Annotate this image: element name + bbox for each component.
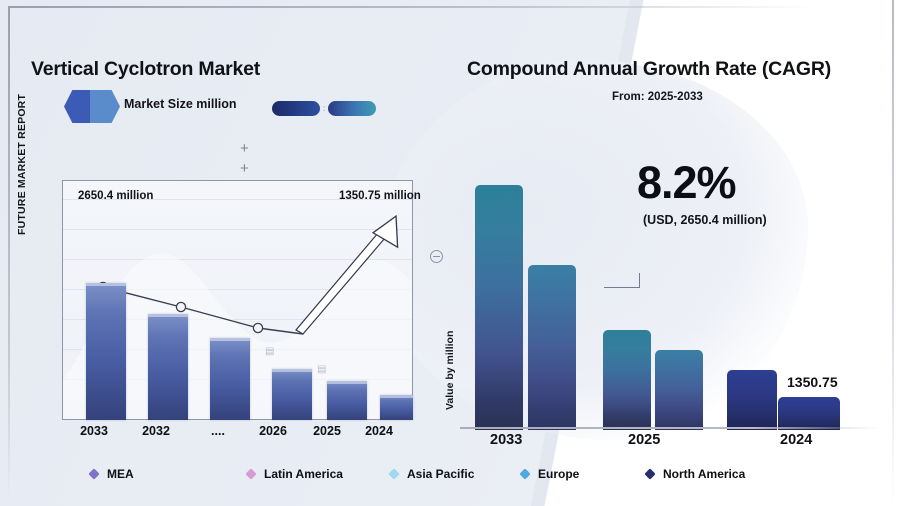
- left-x-label-0: 2033: [80, 424, 108, 438]
- minus-circle-icon: [430, 250, 443, 263]
- right-x-label-1: 2025: [628, 432, 661, 448]
- left-x-label-3: 2026: [259, 424, 287, 438]
- bar-2025[interactable]: [327, 381, 367, 420]
- cagr-value: 8.2%: [637, 157, 737, 208]
- left-chart-bars: [62, 180, 413, 420]
- hexagon-two-tone-icon: [64, 90, 120, 123]
- right-chart-title: Compound Annual Growth Rate (CAGR): [467, 58, 832, 80]
- legend-label: Europe: [538, 466, 580, 481]
- bar-2033[interactable]: [86, 283, 126, 420]
- gridline: [63, 229, 412, 230]
- left-chart-title: Vertical Cyclotron Market: [31, 58, 261, 80]
- left-x-label-1: 2032: [142, 424, 170, 438]
- left-chart-y-axis-label: FUTURE MARKET REPORT: [16, 93, 28, 235]
- chart-legend: MEA Latin America Asia Pacific Europe No…: [88, 465, 810, 485]
- left-chart-value-annotation-end: 1350.75 million: [339, 190, 421, 202]
- tiny-marker-icon: ▤: [317, 364, 327, 375]
- right-bar-2024-secondary[interactable]: [778, 397, 840, 430]
- legend-swatch-icon: [644, 468, 656, 480]
- right-bar-2024-primary[interactable]: [727, 370, 777, 430]
- legend-item-asia-pacific[interactable]: Asia Pacific: [388, 465, 475, 483]
- tiny-marker-icon: ▤: [265, 346, 275, 357]
- legend-item-mea[interactable]: MEA: [88, 465, 134, 483]
- gridline: [63, 199, 412, 200]
- right-x-label-2: 2024: [780, 432, 813, 448]
- hexagon-right-half-icon: [90, 90, 120, 123]
- pill-separator: :: [323, 104, 326, 114]
- legend-label: Latin America: [264, 466, 343, 481]
- right-bar-2033-secondary[interactable]: [528, 265, 576, 430]
- legend-item-north-america[interactable]: North America: [644, 465, 746, 483]
- left-x-label-2: ....: [211, 424, 225, 438]
- right-chart-axis-line: [460, 427, 880, 429]
- left-x-label-5: 2024: [365, 424, 393, 438]
- right-chart-data-label: 1350.75: [787, 374, 838, 390]
- gridline: [63, 319, 412, 320]
- legend-swatch-icon: [245, 468, 257, 480]
- right-bar-2033-primary[interactable]: [475, 185, 523, 430]
- legend-swatch-icon: [388, 468, 400, 480]
- legend-item-europe[interactable]: Europe: [519, 465, 580, 483]
- bar-2024[interactable]: [380, 395, 413, 420]
- right-x-label-0: 2033: [490, 432, 523, 448]
- bar-2032[interactable]: [148, 314, 188, 420]
- market-size-legend-label: Market Size million: [124, 97, 237, 111]
- pill-swatch-gradient: [328, 101, 377, 117]
- legend-swatch-icon: [88, 468, 100, 480]
- left-x-label-4: 2025: [313, 424, 341, 438]
- legend-swatch-icon: [519, 468, 531, 480]
- right-chart-bars: [455, 150, 885, 430]
- legend-label: MEA: [107, 466, 134, 481]
- legend-label: North America: [663, 466, 746, 481]
- gridline: [63, 289, 412, 290]
- legend-label: Asia Pacific: [407, 466, 475, 481]
- right-chart-bracket-marker: [604, 273, 640, 288]
- left-chart-value-annotation-start: 2650.4 million: [78, 190, 154, 202]
- plus-icon: +: [240, 140, 249, 157]
- pill-swatch-dark: [272, 101, 320, 117]
- pill-legend-group: :: [272, 100, 377, 118]
- frame-left-rule: [8, 6, 10, 498]
- right-bar-2025-primary[interactable]: [603, 330, 651, 430]
- plus-icon: +: [240, 160, 249, 177]
- right-chart-subtitle: From: 2025-2033: [612, 91, 703, 103]
- frame-top-rule: [8, 6, 814, 8]
- cagr-note: (USD, 2650.4 million): [643, 213, 767, 227]
- right-bar-2025-secondary[interactable]: [655, 350, 703, 430]
- bar-2026[interactable]: [272, 369, 312, 420]
- bar-ellipsis[interactable]: [210, 338, 250, 420]
- gridline: [63, 259, 412, 260]
- frame-right-rule: [892, 0, 894, 506]
- legend-item-latin-america[interactable]: Latin America: [245, 465, 343, 483]
